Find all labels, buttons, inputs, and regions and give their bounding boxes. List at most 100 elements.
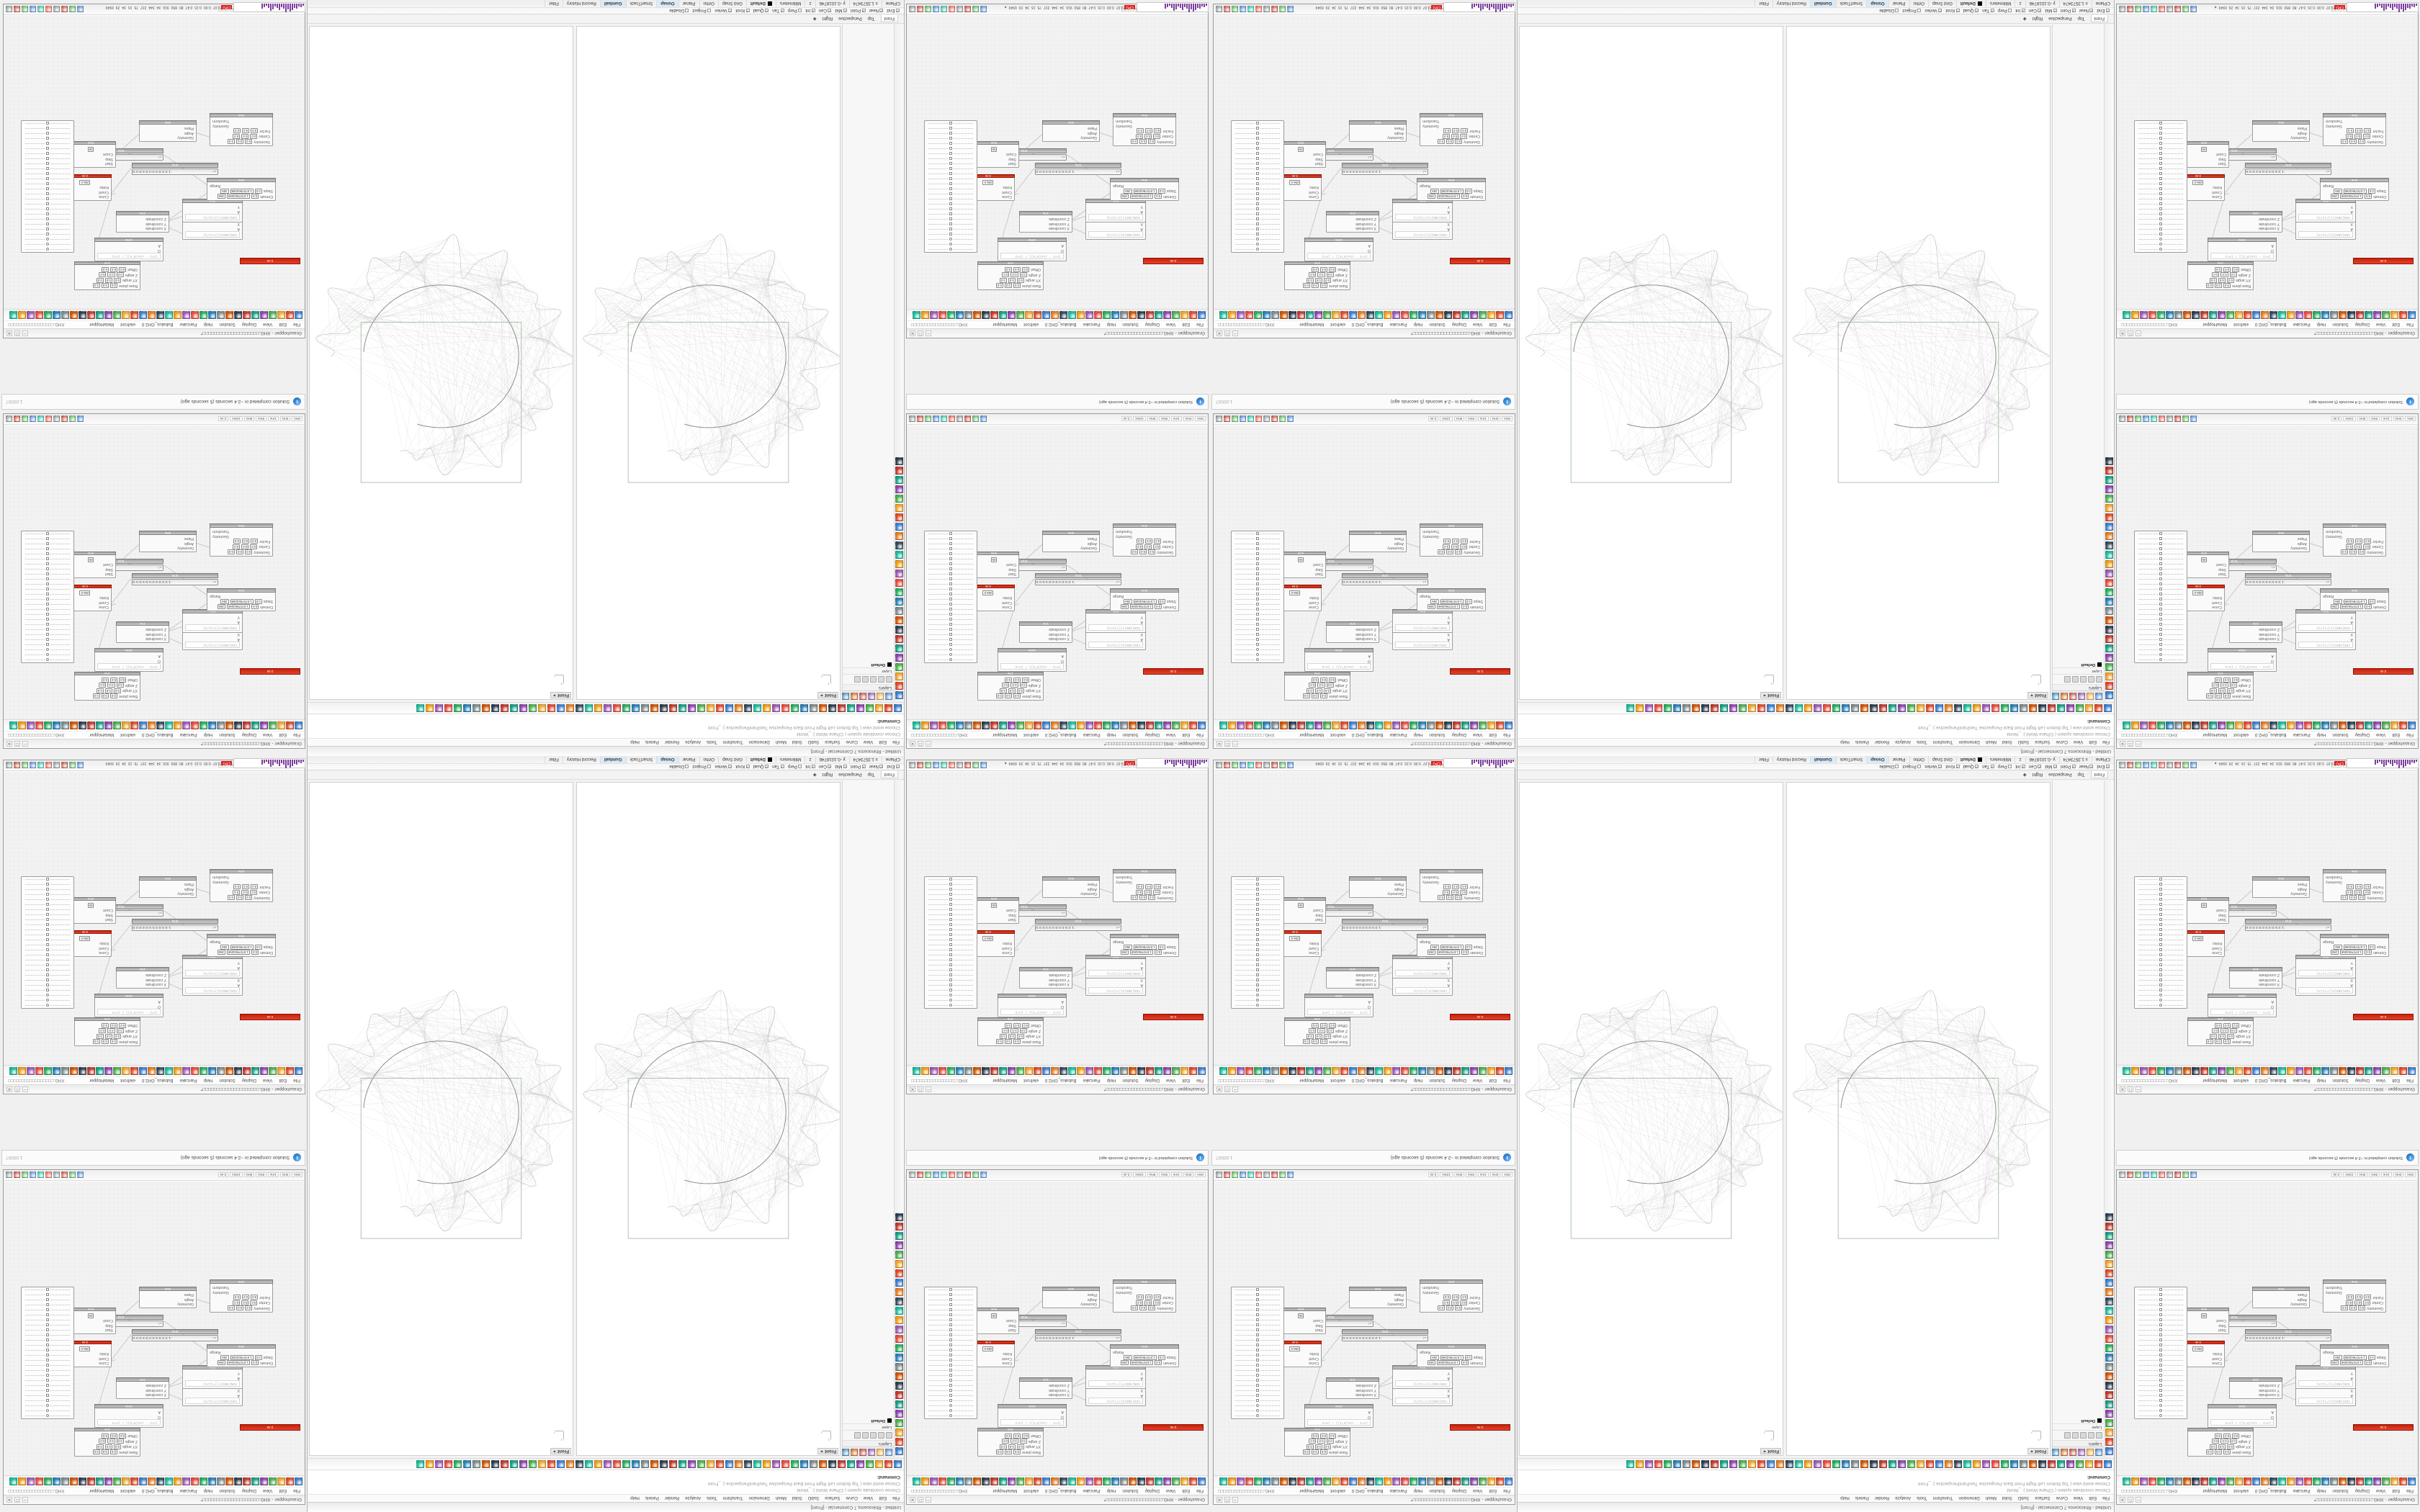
- value-box[interactable]: 0.0: [2214, 693, 2222, 699]
- value-box[interactable]: 0.0: [1002, 683, 1010, 688]
- checkbox-toggle[interactable]: [2159, 1374, 2162, 1377]
- ribbon-icon-19[interactable]: [2244, 721, 2251, 729]
- ribbon-icon-7[interactable]: [2038, 704, 2046, 712]
- parameter-row[interactable]: [1232, 156, 1283, 161]
- ribbon-icon-17[interactable]: [1051, 721, 1059, 729]
- gh-status-icon-7[interactable]: [1232, 6, 1238, 13]
- checkbox-toggle[interactable]: [1256, 187, 1259, 191]
- ribbon-icon-10[interactable]: [208, 1067, 216, 1075]
- checkbox-toggle[interactable]: [46, 618, 49, 621]
- ribbon-icon-19[interactable]: [130, 1477, 138, 1485]
- gh-status-icon-3[interactable]: [956, 1171, 963, 1179]
- component-input-row[interactable]: Count: [2182, 563, 2226, 567]
- menu-item-bubalus[interactable]: Bubalus_GH2.0: [141, 322, 174, 328]
- checkbox-toggle[interactable]: [46, 598, 49, 601]
- value-box[interactable]: 0.0: [1314, 688, 1322, 693]
- expression-field[interactable]: SIN(ABS(Y))^(1/A): [1395, 624, 1450, 631]
- checkbox-icon[interactable]: [745, 9, 750, 13]
- status-toggle-record-history[interactable]: Record History: [562, 756, 600, 763]
- rhino-menu-transform[interactable]: Transform: [1932, 739, 1953, 745]
- value-box[interactable]: 0.0: [2232, 267, 2240, 272]
- checkbox-toggle[interactable]: [46, 167, 49, 171]
- ribbon-icon-5[interactable]: [2105, 644, 2113, 652]
- ribbon-icon-18[interactable]: [2252, 1477, 2260, 1485]
- ribbon-icon-4[interactable]: [260, 311, 268, 319]
- parameter-row[interactable]: [925, 983, 977, 988]
- component-output-row[interactable]: Transform: [1116, 876, 1173, 880]
- minimize-icon[interactable]: –: [2136, 330, 2141, 336]
- status-toggles[interactable]: Grid Snap Ortho Planar Osnap SmartTrack Gumba…: [544, 756, 746, 763]
- ribbon-icon-51[interactable]: [416, 1460, 424, 1468]
- menu-item-metahopper[interactable]: MetaHopper: [89, 1078, 115, 1084]
- ribbon-icon-37[interactable]: [547, 704, 555, 712]
- ribbon-icon-33[interactable]: [585, 704, 593, 712]
- component-input-row[interactable]: Start: [68, 1328, 113, 1333]
- parameter-row[interactable]: [22, 1413, 73, 1418]
- component-input-row[interactable]: Start: [1278, 572, 1323, 577]
- ribbon-icon-7[interactable]: [828, 1460, 836, 1468]
- ribbon-icon-15[interactable]: [2105, 551, 2113, 559]
- checkbox-toggle[interactable]: [46, 938, 49, 942]
- ribbon-icon-25[interactable]: [982, 721, 990, 729]
- ribbon-icon-44[interactable]: [1692, 704, 1700, 712]
- gh-status-icon-1[interactable]: [972, 415, 979, 423]
- component-input-row[interactable]: Z coordinate: [1022, 217, 1070, 222]
- parameter-row[interactable]: [925, 612, 977, 617]
- component-input-row[interactable]: Z angle 0.0 0.0 0.0: [980, 1439, 1041, 1444]
- component-output-row[interactable]: Range: [210, 184, 273, 189]
- ribbon-icon-14[interactable]: [1077, 721, 1085, 729]
- ribbon-icon-32[interactable]: [921, 1477, 929, 1485]
- checkbox-icon[interactable]: [1990, 9, 1994, 13]
- parameter-row[interactable]: [925, 192, 977, 197]
- ribbon-icon-7[interactable]: [895, 626, 903, 634]
- component-input-row[interactable]: Y: [2298, 205, 2353, 210]
- value-box[interactable]: 0.0: [2355, 128, 2363, 134]
- ribbon-icon-2[interactable]: [2390, 1477, 2398, 1485]
- checkbox-toggle[interactable]: [949, 1394, 952, 1398]
- component-input-row[interactable]: Angle: [2255, 1297, 2307, 1302]
- rhino-menu-subd[interactable]: SubD: [807, 739, 820, 745]
- gh-status-icon-9[interactable]: [6, 1171, 12, 1179]
- viewport-tab-perspective[interactable]: Perspective: [838, 16, 862, 22]
- expression-field[interactable]: COS(ABS(X))^(1/A): [1088, 987, 1143, 994]
- ribbon-icon-6[interactable]: [895, 635, 903, 643]
- menu-item-file[interactable]: File: [1196, 1488, 1204, 1494]
- ribbon-icon-13[interactable]: [1085, 1067, 1093, 1075]
- component-input-row[interactable]: X: [2298, 222, 2353, 227]
- value-box[interactable]: 0.0: [1157, 189, 1165, 194]
- value-box[interactable]: 0.0: [2346, 128, 2354, 134]
- value-box[interactable]: 0.0: [1144, 1300, 1152, 1305]
- component-input-row[interactable]: Plane: [142, 537, 194, 541]
- ribbon-icon-2[interactable]: [277, 1477, 285, 1485]
- grasshopper-statusbar[interactable]: 0ms 0ms 1ms 8ms 9ms 10ms 2.4s: [2117, 414, 2418, 425]
- ribbon-icon-9[interactable]: [2330, 311, 2338, 319]
- ribbon-icon-24[interactable]: [87, 1477, 95, 1485]
- value-box[interactable]: 0.0: [1136, 128, 1144, 134]
- component-input-row[interactable]: O: [2210, 1415, 2274, 1419]
- checkbox-toggle[interactable]: [2159, 212, 2162, 216]
- ribbon-icon-21[interactable]: [1016, 721, 1024, 729]
- checkbox-toggle[interactable]: [949, 1333, 952, 1337]
- solution-info-bar-left[interactable]: i Solution completed in ~2.4 seconds (5 …: [2116, 394, 2419, 410]
- osnap-perp[interactable]: Perp: [788, 765, 802, 770]
- menu-item-edit[interactable]: Edit: [1182, 1488, 1191, 1494]
- parameter-row[interactable]: [22, 922, 73, 927]
- gh-component[interactable]: Base plane 0.0 0.0 0.0 XY angle 0.0 0.0 0.0 Z an…: [2187, 672, 2254, 701]
- ribbon-icon-30[interactable]: [35, 721, 43, 729]
- parameter-row[interactable]: [22, 877, 73, 882]
- component-input-row[interactable]: O: [97, 659, 161, 663]
- new-layer-icon[interactable]: [886, 1432, 892, 1439]
- parameter-row[interactable]: [22, 192, 73, 197]
- parameter-row[interactable]: [22, 882, 73, 887]
- parameter-row[interactable]: [925, 181, 977, 186]
- component-input-row[interactable]: Center 0.0 0.0 0.0: [1422, 134, 1480, 139]
- value-box[interactable]: 0.0: [2205, 693, 2213, 699]
- rhino-menu-help[interactable]: Help: [1840, 739, 1850, 745]
- parameter-row[interactable]: [925, 927, 977, 932]
- checkbox-toggle[interactable]: [949, 182, 952, 186]
- close-icon[interactable]: ✕: [2120, 1497, 2125, 1503]
- parameter-row[interactable]: [925, 657, 977, 662]
- checkbox-toggle[interactable]: [949, 958, 952, 962]
- gh-status-icon-0[interactable]: [77, 1171, 84, 1179]
- grasshopper-statusbar[interactable]: 0ms 0ms 1ms 8ms 9ms 10ms 2.4s: [907, 1170, 1208, 1181]
